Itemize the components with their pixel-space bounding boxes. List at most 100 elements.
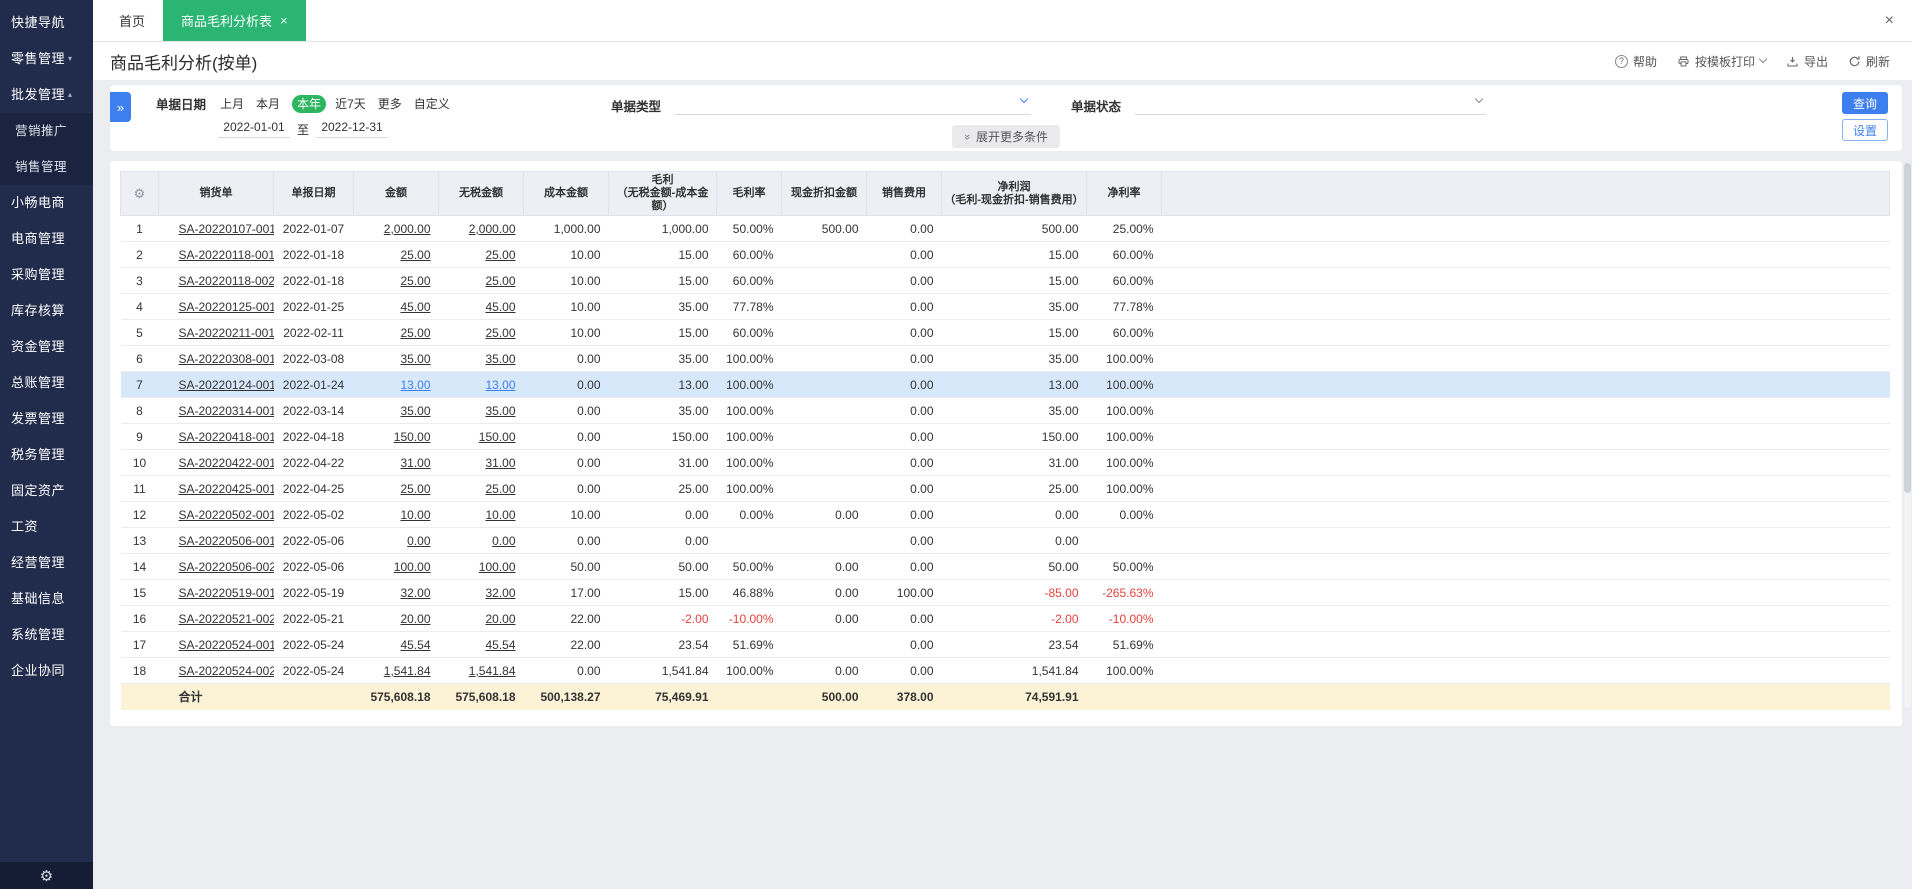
tax-free-amount-link[interactable]: 100.00 — [438, 553, 524, 580]
col-header-sales-order[interactable]: 销货单 — [158, 171, 274, 216]
table-row[interactable]: 12 SA-20220502-001 2022-05-02 10.00 10.00 10.… — [120, 501, 1890, 528]
sales-order-link[interactable]: SA-20220502-001 — [158, 501, 274, 528]
vertical-scrollbar[interactable] — [1904, 163, 1911, 708]
scrollbar-thumb[interactable] — [1904, 163, 1911, 493]
sidebar-item[interactable]: 电商管理 — [0, 221, 93, 257]
sales-order-link[interactable]: SA-20220107-001 — [158, 215, 274, 242]
doc-status-select[interactable] — [1135, 94, 1486, 115]
amount-link[interactable]: 32.00 — [353, 579, 439, 606]
sidebar-item[interactable]: 资金管理 — [0, 329, 93, 365]
col-header-net-profit[interactable]: 净利润 （毛利-现金折扣-销售费用） — [941, 171, 1087, 216]
print-by-template-button[interactable]: 按模板打印 — [1677, 53, 1768, 70]
amount-link[interactable]: 13.00 — [353, 371, 439, 398]
close-icon[interactable]: × — [1884, 11, 1894, 29]
table-row[interactable]: 17 SA-20220524-001 2022-05-24 45.54 45.54 22.… — [120, 631, 1890, 658]
amount-link[interactable]: 1,541.84 — [353, 657, 439, 684]
amount-link[interactable]: 100.00 — [353, 553, 439, 580]
sidebar-item[interactable]: 税务管理 — [0, 437, 93, 473]
quick-date-option[interactable]: 本年 — [292, 95, 327, 113]
table-row[interactable]: 2 SA-20220118-001 2022-01-18 25.00 25.00 10.0… — [120, 241, 1890, 268]
quick-date-option[interactable]: 上月 — [220, 97, 245, 111]
sales-order-link[interactable]: SA-20220124-001 — [158, 371, 274, 398]
col-header-date[interactable]: 单报日期 — [273, 171, 354, 216]
tax-free-amount-link[interactable]: 35.00 — [438, 397, 524, 424]
amount-link[interactable]: 25.00 — [353, 475, 439, 502]
tax-free-amount-link[interactable]: 2,000.00 — [438, 215, 524, 242]
col-header-cash-discount[interactable]: 现金折扣金额 — [781, 171, 867, 216]
table-row[interactable]: 5 SA-20220211-001 2022-02-11 25.00 25.00 10.0… — [120, 319, 1890, 346]
table-row[interactable]: 4 SA-20220125-001 2022-01-25 45.00 45.00 10.0… — [120, 293, 1890, 320]
quick-date-option[interactable]: 本月 — [256, 97, 281, 111]
amount-link[interactable]: 35.00 — [353, 345, 439, 372]
col-header-gross-profit[interactable]: 毛利 （无税金额-成本金额） — [608, 171, 717, 216]
col-header-tax-free-amount[interactable]: 无税金额 — [438, 171, 524, 216]
sales-order-link[interactable]: SA-20220524-002 — [158, 657, 274, 684]
tax-free-amount-link[interactable]: 45.00 — [438, 293, 524, 320]
tax-free-amount-link[interactable]: 25.00 — [438, 267, 524, 294]
sidebar-item[interactable]: 营销推广 — [0, 113, 93, 149]
sales-order-link[interactable]: SA-20220125-001 — [158, 293, 274, 320]
table-row[interactable]: 11 SA-20220425-001 2022-04-25 25.00 25.00 0.0… — [120, 475, 1890, 502]
tax-free-amount-link[interactable]: 20.00 — [438, 605, 524, 632]
table-row[interactable]: 9 SA-20220418-001 2022-04-18 150.00 150.00 0.… — [120, 423, 1890, 450]
amount-link[interactable]: 31.00 — [353, 449, 439, 476]
sidebar-item[interactable]: 系统管理 — [0, 617, 93, 653]
sidebar-item[interactable]: 发票管理 — [0, 401, 93, 437]
amount-link[interactable]: 10.00 — [353, 501, 439, 528]
sidebar-item[interactable]: 基础信息 — [0, 581, 93, 617]
sales-order-link[interactable]: SA-20220314-001 — [158, 397, 274, 424]
table-row[interactable]: 13 SA-20220506-001 2022-05-06 0.00 0.00 0.00 0… — [120, 527, 1890, 554]
sidebar-item[interactable]: 零售管理 ▾ — [0, 41, 93, 77]
table-row[interactable]: 15 SA-20220519-001 2022-05-19 32.00 32.00 17.… — [120, 579, 1890, 606]
sidebar-item[interactable]: 总账管理 — [0, 365, 93, 401]
tab-gross-profit-report[interactable]: 商品毛利分析表 × — [163, 0, 306, 41]
sales-order-link[interactable]: SA-20220425-001 — [158, 475, 274, 502]
col-header-sales-expense[interactable]: 销售费用 — [866, 171, 942, 216]
tab-close-icon[interactable]: × — [280, 13, 288, 28]
sidebar-item[interactable]: 采购管理 — [0, 257, 93, 293]
sidebar-item[interactable]: 库存核算 — [0, 293, 93, 329]
col-header-gross-margin[interactable]: 毛利率 — [716, 171, 782, 216]
amount-link[interactable]: 25.00 — [353, 319, 439, 346]
help-button[interactable]: ? 帮助 — [1614, 53, 1657, 70]
amount-link[interactable]: 0.00 — [353, 527, 439, 554]
quick-date-option[interactable]: 自定义 — [413, 97, 450, 111]
sales-order-link[interactable]: SA-20220308-001 — [158, 345, 274, 372]
sales-order-link[interactable]: SA-20220524-001 — [158, 631, 274, 658]
tax-free-amount-link[interactable]: 35.00 — [438, 345, 524, 372]
tax-free-amount-link[interactable]: 31.00 — [438, 449, 524, 476]
amount-link[interactable]: 2,000.00 — [353, 215, 439, 242]
sidebar-item[interactable]: 固定资产 — [0, 473, 93, 509]
settings-gear-icon[interactable]: ⚙ — [39, 867, 54, 885]
col-header-cost-amount[interactable]: 成本金额 — [523, 171, 609, 216]
sales-order-link[interactable]: SA-20220118-001 — [158, 241, 274, 268]
tax-free-amount-link[interactable]: 32.00 — [438, 579, 524, 606]
tax-free-amount-link[interactable]: 150.00 — [438, 423, 524, 450]
table-row[interactable]: 14 SA-20220506-002 2022-05-06 100.00 100.00 5… — [120, 553, 1890, 580]
amount-link[interactable]: 150.00 — [353, 423, 439, 450]
query-button[interactable]: 查询 — [1842, 92, 1888, 114]
sidebar-item[interactable]: 批发管理 ▴ — [0, 77, 93, 113]
sidebar-item[interactable]: 快捷导航 — [0, 5, 93, 41]
refresh-button[interactable]: 刷新 — [1848, 53, 1890, 70]
sales-order-link[interactable]: SA-20220422-001 — [158, 449, 274, 476]
table-row[interactable]: 10 SA-20220422-001 2022-04-22 31.00 31.00 0.0… — [120, 449, 1890, 476]
quick-date-option[interactable]: 近7天 — [335, 97, 366, 111]
table-row[interactable]: 8 SA-20220314-001 2022-03-14 35.00 35.00 0.00… — [120, 397, 1890, 424]
tax-free-amount-link[interactable]: 10.00 — [438, 501, 524, 528]
sidebar-item[interactable]: 销售管理 — [0, 149, 93, 185]
tax-free-amount-link[interactable]: 25.00 — [438, 475, 524, 502]
export-button[interactable]: 导出 — [1786, 53, 1828, 70]
sales-order-link[interactable]: SA-20220211-001 — [158, 319, 274, 346]
table-row[interactable]: 7 SA-20220124-001 2022-01-24 13.00 13.00 0.00… — [120, 371, 1890, 398]
date-to-input[interactable]: 2022-12-31 — [316, 120, 389, 138]
tax-free-amount-link[interactable]: 45.54 — [438, 631, 524, 658]
tax-free-amount-link[interactable]: 25.00 — [438, 319, 524, 346]
sidebar-item[interactable]: 经营管理 — [0, 545, 93, 581]
tax-free-amount-link[interactable]: 25.00 — [438, 241, 524, 268]
amount-link[interactable]: 45.00 — [353, 293, 439, 320]
column-settings-button[interactable]: ⚙ — [120, 171, 159, 216]
sidebar-item[interactable]: 小畅电商 — [0, 185, 93, 221]
sales-order-link[interactable]: SA-20220418-001 — [158, 423, 274, 450]
sales-order-link[interactable]: SA-20220506-001 — [158, 527, 274, 554]
